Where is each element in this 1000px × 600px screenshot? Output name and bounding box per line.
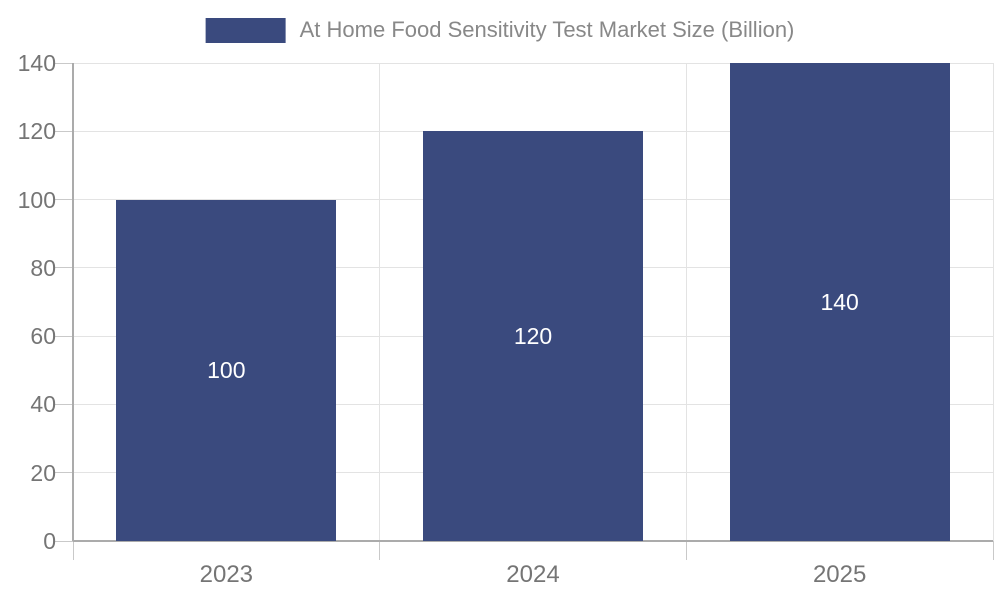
bar-2025 — [729, 63, 950, 541]
x-tick-mark — [72, 541, 74, 560]
x-axis-tick-label: 2023 — [199, 561, 254, 588]
y-axis-tick-label: 0 — [43, 528, 56, 554]
y-tick-mark — [55, 472, 73, 474]
y-tick-mark — [55, 403, 73, 405]
x-axis-line — [73, 540, 993, 542]
x-tick-mark — [685, 541, 687, 560]
y-tick-mark — [55, 540, 73, 542]
legend-swatch — [205, 17, 286, 43]
y-tick-mark — [55, 267, 73, 269]
y-axis-tick-label: 80 — [30, 254, 56, 281]
bar-2023 — [116, 199, 337, 541]
y-axis-line — [72, 63, 74, 541]
y-tick-mark — [55, 199, 73, 201]
y-tick-mark — [55, 335, 73, 337]
bar-2024 — [423, 131, 643, 541]
y-gridline — [73, 62, 993, 64]
legend-label: At Home Food Sensitivity Test Market Siz… — [299, 17, 795, 42]
legend: At Home Food Sensitivity Test Market Siz… — [205, 17, 795, 43]
y-axis-tick-label: 40 — [30, 391, 56, 418]
y-axis-tick-label: 60 — [30, 323, 56, 350]
bar-value-label: 140 — [820, 289, 859, 315]
x-gridline — [379, 63, 381, 541]
y-tick-mark — [55, 130, 73, 132]
x-axis-tick-label: 2024 — [506, 561, 560, 588]
x-gridline — [992, 63, 994, 541]
y-axis-tick-label: 100 — [17, 186, 56, 213]
x-tick-mark — [379, 541, 381, 560]
bar-value-label: 100 — [207, 357, 246, 384]
x-tick-mark — [992, 541, 994, 560]
y-axis-tick-label: 140 — [17, 50, 56, 76]
x-gridline — [685, 63, 687, 541]
x-axis-tick-label: 2025 — [812, 561, 867, 588]
bar-value-label: 120 — [513, 323, 553, 350]
y-axis-tick-label: 20 — [30, 459, 56, 486]
y-tick-mark — [55, 62, 73, 64]
y-axis-tick-label: 120 — [17, 118, 56, 145]
